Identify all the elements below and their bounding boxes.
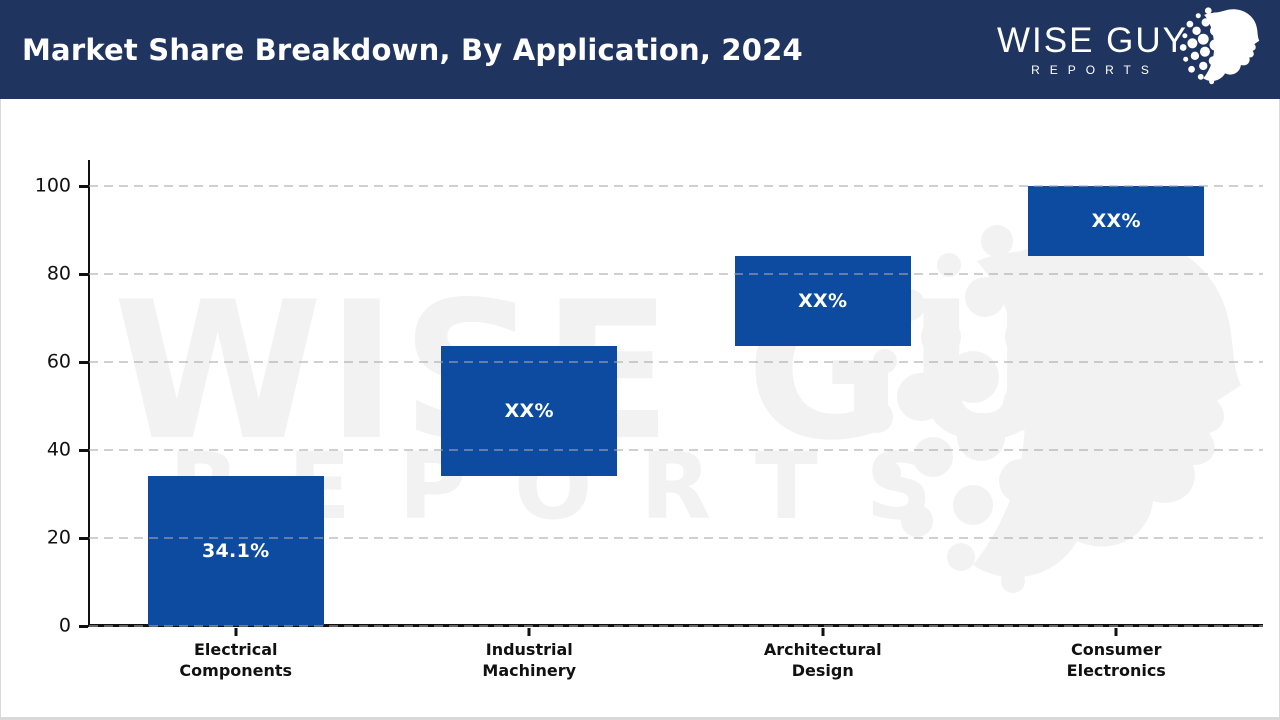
gridline-20 (89, 537, 1263, 540)
bar-value-label: XX% (798, 290, 848, 313)
y-axis-tick-0 (79, 624, 88, 628)
bar-segment: 34.1% (147, 476, 324, 626)
y-axis-tick-100 (79, 184, 88, 188)
y-axis-label-40: 40 (46, 438, 71, 461)
bar-value-label: XX% (504, 400, 554, 423)
y-axis-label-0: 0 (58, 614, 71, 637)
chart-title: Market Share Breakdown, By Application, … (22, 32, 803, 67)
x-axis-label: Consumer Electronics (1066, 640, 1166, 680)
gridline-40 (89, 449, 1263, 452)
bar-value-label: 34.1% (202, 540, 270, 563)
x-axis-label: Electrical Components (179, 640, 293, 680)
plot-area: 0 20 40 60 80 100 34.1% Electrical Components XX… (35, 160, 1263, 680)
header-bar: Market Share Breakdown, By Application, … (0, 0, 1280, 99)
brand-logo: WISE GUY REPORTS (997, 4, 1266, 96)
x-axis-tick (821, 628, 825, 636)
brand-logo-text: WISE GUY REPORTS (997, 23, 1188, 77)
y-axis-label-60: 60 (46, 350, 71, 373)
y-axis-label-20: 20 (46, 526, 71, 549)
gridline-80 (89, 273, 1263, 276)
gridline-100 (89, 185, 1263, 188)
x-axis-tick (527, 628, 531, 636)
y-axis-tick-20 (79, 536, 88, 540)
wiseguy-face-profile-icon (1179, 6, 1260, 84)
watermark-face-profile-icon (861, 225, 1241, 593)
chart-canvas: WISE GUY REPORTS 0 20 40 60 80 100 34.1% Electr… (0, 99, 1280, 720)
bar-value-label: XX% (1091, 210, 1141, 233)
bar-segment: XX% (441, 346, 618, 477)
y-axis-spine (88, 160, 90, 626)
x-axis-label: Architectural Design (763, 640, 882, 680)
brand-logo-line1: WISE GUY (996, 20, 1188, 60)
gridline-0 (89, 625, 1263, 627)
y-axis-label-80: 80 (46, 262, 71, 285)
gridline-60 (89, 361, 1263, 364)
brand-logo-line2: REPORTS (1031, 62, 1159, 77)
x-axis-tick (234, 628, 238, 636)
y-axis-tick-60 (79, 360, 88, 364)
x-axis-label: Industrial Machinery (482, 640, 577, 680)
bar-segment: XX% (1028, 186, 1205, 257)
x-axis-tick (1114, 628, 1118, 636)
y-axis-tick-80 (79, 272, 88, 276)
y-axis-label-100: 100 (34, 174, 71, 197)
bar-segment: XX% (734, 256, 911, 347)
y-axis-tick-40 (79, 448, 88, 452)
